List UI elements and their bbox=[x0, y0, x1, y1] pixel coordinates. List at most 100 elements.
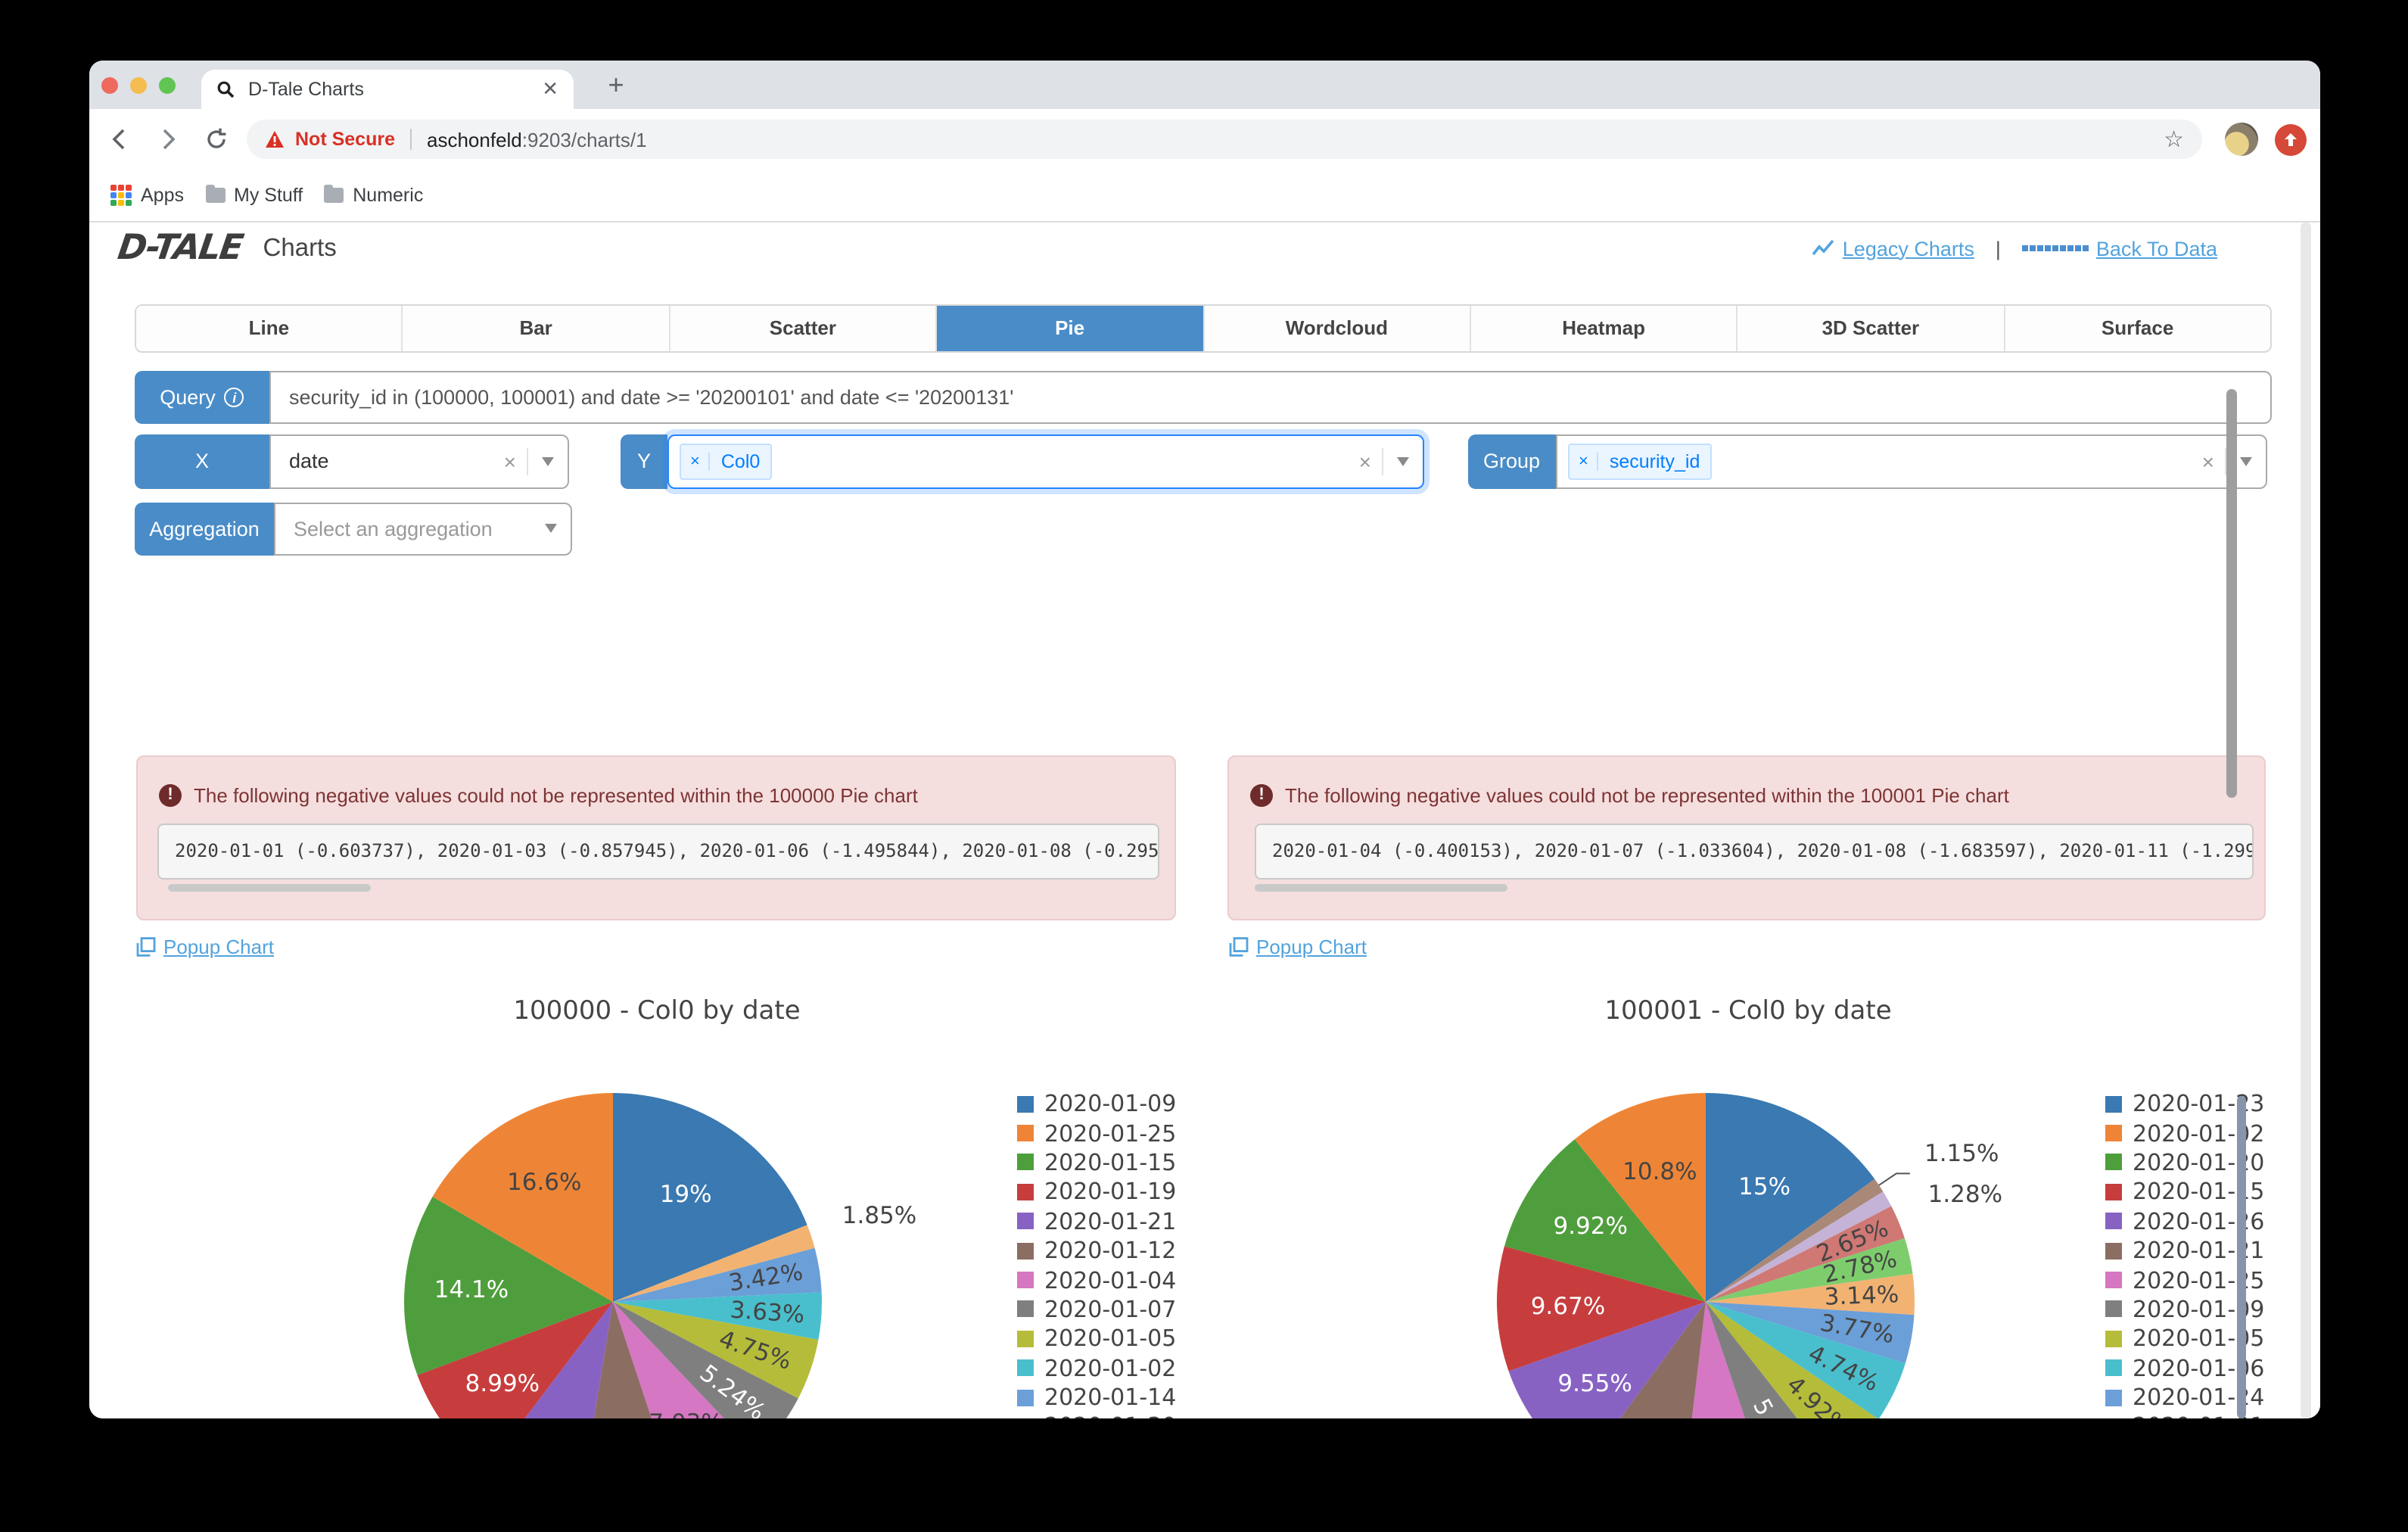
info-icon[interactable]: i bbox=[224, 388, 244, 407]
pie-slice[interactable] bbox=[613, 1302, 819, 1399]
horizontal-scrollbar-thumb[interactable] bbox=[1255, 883, 1507, 892]
tab-scatter[interactable]: Scatter bbox=[670, 305, 938, 350]
pie-slice[interactable] bbox=[613, 1302, 757, 1418]
query-input[interactable]: security_id in (100000, 100001) and date… bbox=[269, 371, 2272, 424]
negative-values-code[interactable]: 2020-01-01 (-0.603737), 2020-01-03 (-0.8… bbox=[157, 823, 1159, 879]
y-axis-select[interactable]: × Col0 × bbox=[667, 434, 1424, 489]
legend-item[interactable]: 2020-01-15 bbox=[1017, 1148, 1176, 1178]
url-bar[interactable]: Not Secure aschonfeld :9203/charts/1 ☆ bbox=[247, 120, 2202, 159]
bookmark-item-apps[interactable]: Apps bbox=[110, 185, 184, 206]
pie-slice[interactable] bbox=[1682, 1302, 1773, 1418]
pie-slice[interactable] bbox=[1496, 1246, 1706, 1372]
pie-slice[interactable] bbox=[1706, 1302, 1878, 1418]
close-window-button[interactable] bbox=[101, 77, 118, 94]
legend-item[interactable]: 2020-01-02 bbox=[1017, 1353, 1176, 1383]
legacy-charts-link[interactable]: Legacy Charts bbox=[1812, 237, 1974, 260]
tab-3d-scatter[interactable]: 3D Scatter bbox=[1738, 305, 2005, 350]
pie-slice[interactable] bbox=[580, 1302, 679, 1418]
pie-slice[interactable] bbox=[1706, 1238, 1913, 1302]
aggregation-label: Aggregation bbox=[135, 502, 274, 555]
tab-surface[interactable]: Surface bbox=[2005, 305, 2270, 350]
negative-values-code[interactable]: 2020-01-04 (-0.400153), 2020-01-07 (-1.0… bbox=[1254, 823, 2253, 879]
chart-title: 100001 - Col0 by date bbox=[1604, 996, 1892, 1026]
x-axis-select[interactable]: date × bbox=[269, 434, 569, 489]
pie-slice[interactable] bbox=[1706, 1191, 1892, 1302]
pie-slice[interactable] bbox=[432, 1093, 613, 1302]
pie-slice-percent-label: 14.1% bbox=[434, 1276, 509, 1304]
pie-slice[interactable] bbox=[613, 1302, 798, 1418]
profile-avatar[interactable] bbox=[2225, 123, 2258, 156]
legend-scrollbar-thumb[interactable] bbox=[2237, 1096, 2246, 1418]
pie-slice[interactable] bbox=[1508, 1302, 1706, 1418]
chevron-down-icon[interactable] bbox=[545, 524, 557, 533]
bookmark-label: Numeric bbox=[353, 185, 424, 206]
aggregation-select[interactable]: Select an aggregation bbox=[274, 502, 572, 555]
group-value-chip[interactable]: × security_id bbox=[1568, 443, 1713, 480]
remove-chip-icon[interactable]: × bbox=[681, 452, 711, 471]
pie-slice[interactable] bbox=[613, 1247, 822, 1302]
legend-item[interactable]: 2020-01-12 bbox=[1017, 1236, 1176, 1266]
pie-slice[interactable] bbox=[1706, 1206, 1905, 1302]
browser-tab[interactable]: D-Tale Charts ✕ bbox=[201, 70, 574, 109]
legend-item[interactable]: 2020-01-30 bbox=[1017, 1412, 1176, 1418]
pie-slice[interactable] bbox=[613, 1225, 815, 1302]
legend-swatch bbox=[1017, 1154, 1034, 1171]
group-select[interactable]: × security_id × bbox=[1556, 434, 2267, 489]
minimize-window-button[interactable] bbox=[130, 77, 147, 94]
y-value-chip[interactable]: × Col0 bbox=[680, 443, 773, 480]
back-button[interactable] bbox=[101, 121, 138, 157]
legend-item[interactable]: 2020-01-09 bbox=[1017, 1089, 1176, 1119]
maximize-window-button[interactable] bbox=[159, 77, 176, 94]
legend-label: 2020-01-19 bbox=[1044, 1178, 1177, 1206]
chevron-down-icon[interactable] bbox=[1397, 456, 1409, 466]
pie-slice[interactable] bbox=[1706, 1093, 1875, 1302]
popup-chart-link[interactable]: Popup Chart bbox=[1229, 936, 1367, 958]
legend-item[interactable]: 2020-01-19 bbox=[1017, 1177, 1176, 1207]
pie-slice[interactable] bbox=[1574, 1093, 1706, 1302]
pie-slice[interactable] bbox=[417, 1302, 614, 1418]
legend-item[interactable]: 2020-01-05 bbox=[1017, 1324, 1176, 1353]
pie-slice[interactable] bbox=[1706, 1179, 1884, 1302]
legend-item[interactable]: 2020-01-25 bbox=[1017, 1119, 1176, 1148]
not-secure-label[interactable]: Not Secure bbox=[295, 129, 395, 150]
pie-slice[interactable] bbox=[1504, 1139, 1706, 1302]
legend-item[interactable]: 2020-01-07 bbox=[1017, 1294, 1176, 1324]
clear-group-icon[interactable]: × bbox=[2201, 449, 2214, 474]
legend-item[interactable]: 2020-01-01 bbox=[2105, 1412, 2264, 1418]
chevron-down-icon[interactable] bbox=[542, 456, 554, 466]
bookmark-star-icon[interactable]: ☆ bbox=[2164, 127, 2184, 153]
forward-button[interactable] bbox=[150, 121, 186, 157]
page-scrollbar-track[interactable] bbox=[2301, 223, 2311, 1418]
content-scrollbar-thumb[interactable] bbox=[2226, 389, 2237, 798]
tab-bar[interactable]: Bar bbox=[403, 305, 670, 350]
pie-slice[interactable] bbox=[613, 1292, 822, 1340]
reload-button[interactable] bbox=[198, 121, 235, 157]
legend-item[interactable]: 2020-01-04 bbox=[1017, 1266, 1176, 1295]
tab-close-icon[interactable]: ✕ bbox=[542, 77, 558, 100]
pie-slice[interactable] bbox=[1706, 1302, 1915, 1364]
legend-swatch bbox=[1017, 1125, 1034, 1142]
back-to-data-link[interactable]: Back To Data bbox=[2021, 237, 2217, 260]
pie-slice-percent-label: 1.28% bbox=[1927, 1181, 2003, 1209]
new-tab-button[interactable]: + bbox=[608, 70, 624, 100]
tab-line[interactable]: Line bbox=[136, 305, 403, 350]
popup-chart-link[interactable]: Popup Chart bbox=[136, 936, 274, 958]
pie-slice[interactable] bbox=[613, 1093, 807, 1302]
legend-item[interactable]: 2020-01-14 bbox=[1017, 1383, 1176, 1412]
clear-y-icon[interactable]: × bbox=[1358, 449, 1371, 474]
extension-icon[interactable] bbox=[2275, 124, 2307, 156]
chevron-down-icon[interactable] bbox=[2240, 456, 2252, 466]
remove-chip-icon[interactable]: × bbox=[1570, 452, 1599, 471]
legend-item[interactable]: 2020-01-21 bbox=[1017, 1207, 1176, 1236]
pie-slice[interactable] bbox=[1706, 1302, 1906, 1418]
horizontal-scrollbar-thumb[interactable] bbox=[168, 883, 371, 892]
query-label: Query i bbox=[135, 371, 269, 424]
pie-slice[interactable] bbox=[404, 1196, 613, 1375]
bookmark-item-numeric[interactable]: Numeric bbox=[324, 185, 423, 206]
pie-slice[interactable] bbox=[1706, 1273, 1915, 1316]
tab-pie[interactable]: Pie bbox=[937, 305, 1204, 350]
bookmark-item-my-stuff[interactable]: My Stuff bbox=[205, 185, 303, 206]
clear-x-icon[interactable]: × bbox=[503, 449, 516, 474]
tab-wordcloud[interactable]: Wordcloud bbox=[1204, 305, 1471, 350]
tab-heatmap[interactable]: Heatmap bbox=[1470, 305, 1738, 350]
